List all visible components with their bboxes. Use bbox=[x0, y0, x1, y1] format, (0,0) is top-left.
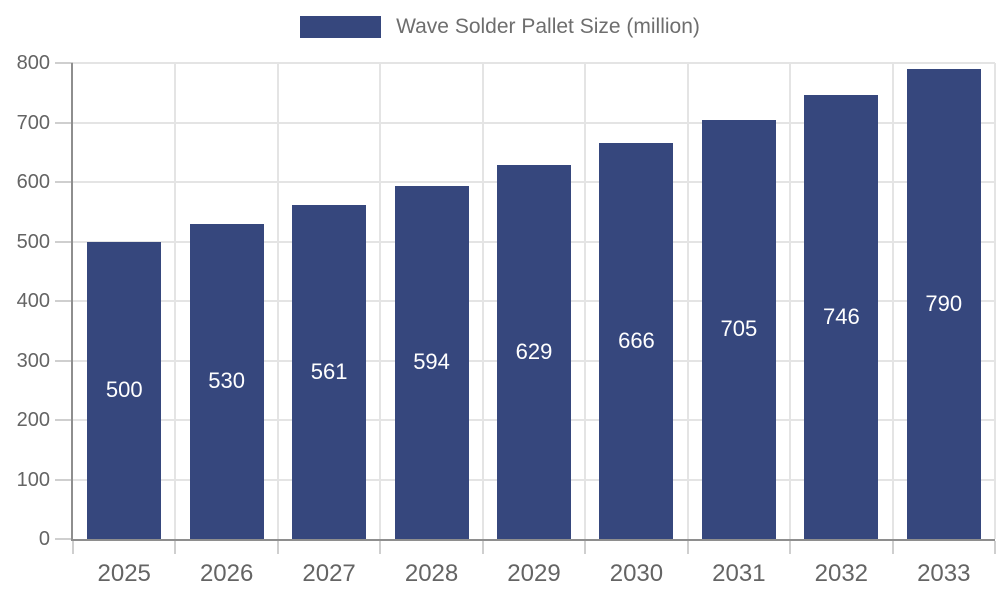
bar-value-label: 666 bbox=[618, 327, 655, 353]
x-axis-line bbox=[71, 539, 995, 541]
x-tick bbox=[379, 541, 382, 554]
y-tick-label: 500 bbox=[16, 230, 50, 253]
y-tick-label: 700 bbox=[16, 111, 50, 134]
x-gridline bbox=[994, 63, 996, 539]
bar bbox=[804, 95, 879, 539]
y-tick bbox=[55, 181, 73, 183]
legend-label: Wave Solder Pallet Size (million) bbox=[396, 15, 700, 38]
x-gridline bbox=[789, 63, 792, 539]
y-tick-label: 300 bbox=[16, 349, 50, 372]
bar-value-label: 705 bbox=[720, 316, 758, 342]
y-tick bbox=[55, 62, 73, 64]
x-tick bbox=[276, 541, 279, 554]
y-tick bbox=[55, 121, 73, 124]
bar bbox=[87, 241, 162, 539]
y-tick-label: 600 bbox=[16, 171, 50, 193]
y-tick bbox=[55, 300, 73, 302]
bar bbox=[906, 68, 981, 539]
x-tick bbox=[891, 541, 894, 554]
bar bbox=[701, 119, 776, 539]
bar-value-label: 594 bbox=[413, 349, 450, 375]
bar bbox=[599, 142, 674, 539]
y-tick-label: 800 bbox=[16, 52, 50, 74]
bar bbox=[497, 164, 571, 539]
x-tick bbox=[481, 541, 484, 554]
x-gridline bbox=[584, 63, 587, 539]
x-gridline bbox=[174, 63, 177, 539]
x-tick bbox=[174, 541, 177, 554]
x-tick-label: 2031 bbox=[712, 560, 766, 587]
bar-value-label: 790 bbox=[925, 290, 963, 316]
x-tick bbox=[584, 541, 587, 554]
x-tick-label: 2030 bbox=[609, 560, 664, 587]
y-axis-line bbox=[71, 63, 73, 541]
bar-value-label: 561 bbox=[310, 359, 348, 385]
x-tick bbox=[686, 541, 689, 554]
x-tick-label: 2026 bbox=[199, 560, 254, 587]
x-gridline bbox=[686, 63, 689, 539]
y-tick bbox=[55, 240, 73, 243]
bar bbox=[189, 223, 264, 539]
y-gridline bbox=[73, 62, 995, 64]
bar bbox=[394, 185, 469, 539]
bar-value-label: 746 bbox=[822, 304, 860, 330]
legend: Wave Solder Pallet Size (million) bbox=[0, 15, 1000, 39]
bar-value-label: 629 bbox=[515, 338, 553, 364]
bar-value-label: 530 bbox=[208, 368, 246, 394]
x-gridline bbox=[891, 63, 894, 539]
x-tick-label: 2028 bbox=[404, 560, 459, 587]
x-tick bbox=[72, 541, 74, 554]
x-tick bbox=[789, 541, 792, 554]
legend-swatch bbox=[300, 16, 382, 38]
y-tick-label: 100 bbox=[16, 468, 50, 491]
x-tick-label: 2033 bbox=[917, 560, 971, 587]
x-tick-label: 2029 bbox=[507, 560, 561, 587]
x-tick-label: 2027 bbox=[302, 560, 356, 587]
y-tick-label: 0 bbox=[38, 528, 50, 550]
y-tick bbox=[55, 538, 73, 540]
y-tick-label: 400 bbox=[16, 290, 50, 312]
x-gridline bbox=[379, 63, 382, 539]
y-tick-label: 200 bbox=[16, 409, 50, 431]
x-tick-label: 2032 bbox=[814, 560, 869, 587]
bar bbox=[292, 205, 367, 539]
x-gridline bbox=[276, 63, 279, 539]
x-tick bbox=[994, 541, 996, 554]
x-gridline bbox=[481, 63, 484, 539]
y-tick bbox=[55, 359, 73, 362]
x-tick-label: 2025 bbox=[97, 560, 151, 587]
y-gridline bbox=[73, 121, 995, 124]
y-tick bbox=[55, 419, 73, 421]
bar-value-label: 500 bbox=[105, 377, 143, 403]
y-tick bbox=[55, 478, 73, 481]
